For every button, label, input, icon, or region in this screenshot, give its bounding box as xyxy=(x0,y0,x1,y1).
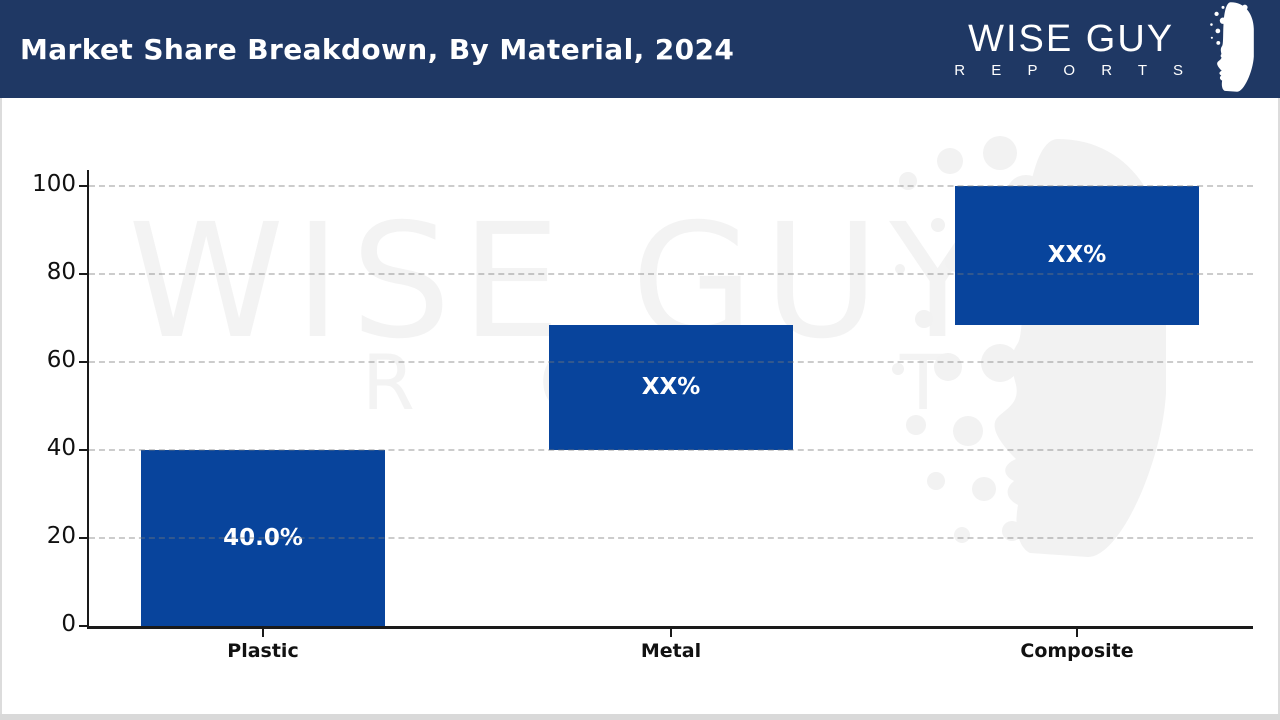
y-tick-label: 20 xyxy=(46,523,76,549)
brand-logo-text: WISE GUY R E P O R T S xyxy=(948,20,1194,79)
x-tick-plastic xyxy=(262,629,264,637)
bar-value-label: 40.0% xyxy=(223,525,303,551)
chart-plot-area: 40.0% XX% XX% 0 20 40 60 80 100 Plastic Metal Compo… xyxy=(0,98,1280,714)
x-axis-line xyxy=(87,626,1253,629)
x-category-label: Composite xyxy=(1020,640,1134,662)
x-tick-composite xyxy=(1076,629,1078,637)
x-category-label: Metal xyxy=(640,640,702,662)
y-tick-100 xyxy=(79,185,87,187)
gridline-20 xyxy=(89,537,1253,539)
bar-value-label: XX% xyxy=(641,374,701,401)
brand-face-icon xyxy=(1180,1,1266,97)
bar-metal: XX% xyxy=(549,324,793,450)
y-tick-0 xyxy=(79,625,87,627)
y-tick-label: 60 xyxy=(46,347,76,373)
y-tick-label: 40 xyxy=(46,435,76,461)
x-tick-metal xyxy=(670,629,672,637)
page-border-right xyxy=(1278,98,1280,720)
y-tick-label: 100 xyxy=(32,171,76,197)
y-tick-80 xyxy=(79,273,87,275)
bar-plastic: 40.0% xyxy=(141,450,385,626)
bar-value-label: XX% xyxy=(1047,242,1107,269)
brand-name: WISE GUY xyxy=(968,17,1175,60)
y-tick-label: 80 xyxy=(46,259,76,285)
y-axis-line xyxy=(87,170,89,628)
bar-composite: XX% xyxy=(955,186,1199,325)
header-bar: Market Share Breakdown, By Material, 202… xyxy=(0,0,1280,98)
gridline-60 xyxy=(89,361,1253,363)
page-title: Market Share Breakdown, By Material, 202… xyxy=(20,32,735,66)
x-category-label: Plastic xyxy=(227,640,299,662)
page-border-left xyxy=(0,98,2,720)
gridline-100 xyxy=(89,185,1253,187)
y-tick-60 xyxy=(79,361,87,363)
y-tick-40 xyxy=(79,449,87,451)
y-tick-label: 0 xyxy=(61,611,76,637)
brand-logo: WISE GUY R E P O R T S xyxy=(948,1,1280,97)
y-tick-20 xyxy=(79,537,87,539)
page-border-bottom xyxy=(0,714,1280,720)
brand-tagline: R E P O R T S xyxy=(954,61,1194,79)
gridline-80 xyxy=(89,273,1253,275)
gridline-40 xyxy=(89,449,1253,451)
